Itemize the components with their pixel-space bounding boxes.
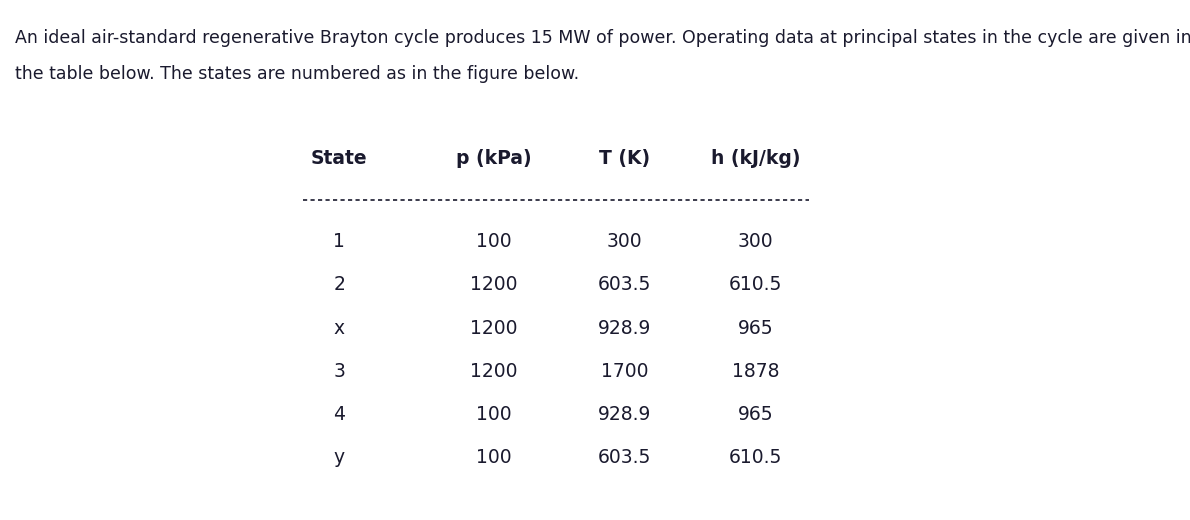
Text: 1878: 1878 [732,362,779,381]
Text: T (K): T (K) [600,149,650,168]
Text: 100: 100 [476,232,512,251]
Text: 3: 3 [333,362,345,381]
Text: 100: 100 [476,405,512,424]
Text: p (kPa): p (kPa) [456,149,532,168]
Text: 603.5: 603.5 [599,448,651,467]
Text: An ideal air-standard regenerative Brayton cycle produces 15 MW of power. Operat: An ideal air-standard regenerative Brayt… [15,29,1190,47]
Text: 300: 300 [607,232,643,251]
Text: the table below. The states are numbered as in the figure below.: the table below. The states are numbered… [15,65,580,83]
Text: x: x [333,319,345,337]
Text: State: State [311,149,368,168]
Text: h (kJ/kg): h (kJ/kg) [710,149,801,168]
Text: 1200: 1200 [470,319,518,337]
Text: 965: 965 [738,405,774,424]
Text: 610.5: 610.5 [729,276,782,294]
Text: 610.5: 610.5 [729,448,782,467]
Text: 1200: 1200 [470,276,518,294]
Text: 965: 965 [738,319,774,337]
Text: 928.9: 928.9 [599,405,651,424]
Text: 100: 100 [476,448,512,467]
Text: 928.9: 928.9 [599,319,651,337]
Text: 1200: 1200 [470,362,518,381]
Text: 603.5: 603.5 [599,276,651,294]
Text: 1: 1 [333,232,345,251]
Text: 4: 4 [333,405,345,424]
Text: 300: 300 [738,232,774,251]
Text: 2: 2 [333,276,345,294]
Text: 1700: 1700 [601,362,649,381]
Text: y: y [333,448,345,467]
